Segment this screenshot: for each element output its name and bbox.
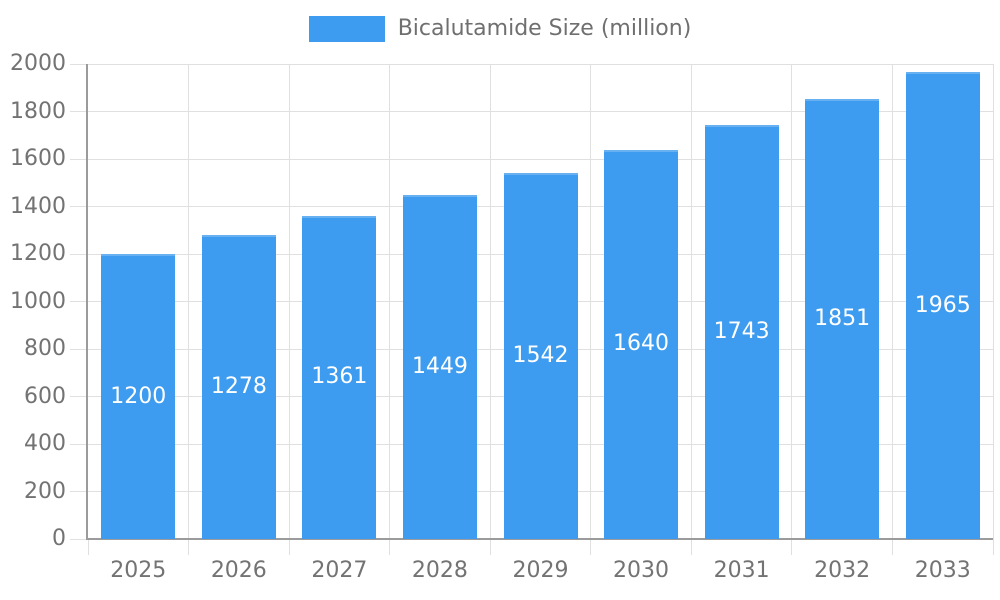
gridline-v-7: [791, 64, 793, 539]
bar-2029[interactable]: 1542: [503, 172, 578, 539]
gridline-h-1800: [88, 111, 993, 112]
x-tick-3: [389, 539, 391, 555]
y-tick-1200: [70, 253, 88, 255]
x-tick-1: [188, 539, 190, 555]
y-tick-label-1400: 1400: [10, 193, 66, 219]
bar-2025[interactable]: 1200: [101, 254, 176, 539]
bar-value-label-2031: 1743: [713, 319, 770, 344]
bar-2030[interactable]: 1640: [604, 149, 679, 539]
bar-value-label-2030: 1640: [613, 331, 670, 357]
bar-value-label-2026: 1278: [210, 374, 267, 400]
legend-label: Bicalutamide Size (million): [397, 16, 692, 41]
y-tick-label-600: 600: [24, 383, 66, 409]
x-axis-label-2032: 2032: [814, 558, 871, 583]
x-axis-label-2029: 2029: [512, 558, 569, 583]
y-tick-label-2000: 2000: [10, 51, 66, 76]
y-tick-800: [70, 348, 88, 350]
x-axis-label-2026: 2026: [210, 558, 267, 583]
y-tick-600: [70, 396, 88, 397]
y-axis-line: [86, 64, 88, 539]
gridline-v-3: [389, 64, 391, 539]
bar-2032[interactable]: 1851: [805, 99, 880, 539]
x-tick-4: [489, 539, 491, 555]
y-tick-label-1800: 1800: [10, 98, 66, 124]
y-tick-label-1000: 1000: [10, 288, 66, 314]
gridline-v-1: [188, 64, 190, 539]
y-tick-label-400: 400: [24, 431, 66, 456]
x-axis-label-2027: 2027: [311, 558, 368, 583]
y-tick-400: [70, 443, 88, 445]
x-axis-label-2025: 2025: [110, 558, 167, 583]
x-axis-label-2033: 2033: [914, 558, 971, 583]
x-axis-line: [86, 538, 993, 540]
bar-2028[interactable]: 1449: [402, 194, 477, 539]
x-tick-7: [791, 539, 793, 555]
x-axis-label-2031: 2031: [713, 558, 770, 583]
x-tick-8: [891, 539, 893, 555]
x-tick-5: [590, 539, 592, 555]
y-tick-1800: [70, 111, 88, 112]
bar-value-label-2029: 1542: [512, 342, 569, 368]
y-tick-200: [70, 491, 88, 492]
bar-value-label-2025: 1200: [110, 383, 167, 409]
gridline-h-2000: [88, 63, 993, 65]
y-tick-1600: [70, 158, 88, 160]
y-tick-1000: [70, 301, 88, 302]
gridline-v-8: [891, 64, 893, 539]
bar-value-label-2033: 1965: [914, 292, 971, 318]
legend[interactable]: Bicalutamide Size (million): [0, 16, 1000, 42]
gridline-v-5: [590, 64, 592, 539]
y-tick-label-200: 200: [24, 478, 66, 504]
x-axis-label-2030: 2030: [613, 558, 670, 583]
y-tick-label-800: 800: [24, 336, 66, 361]
y-tick-label-1200: 1200: [10, 241, 66, 266]
bar-value-label-2028: 1449: [411, 353, 468, 379]
x-tick-9: [992, 539, 994, 555]
gridline-h-1600: [88, 158, 993, 160]
x-tick-2: [288, 539, 290, 555]
y-tick-2000: [70, 63, 88, 65]
x-tick-0: [87, 539, 89, 555]
x-axis-label-2028: 2028: [411, 558, 468, 583]
gridline-v-2: [288, 64, 290, 539]
gridline-v-4: [489, 64, 491, 539]
gridline-v-6: [690, 64, 692, 539]
bar-value-label-2027: 1361: [311, 364, 368, 390]
x-tick-6: [690, 539, 692, 555]
y-tick-0: [70, 538, 88, 540]
bar-2027[interactable]: 1361: [302, 215, 377, 539]
bar-2031[interactable]: 1743: [704, 125, 779, 539]
bar-2033[interactable]: 1965: [905, 72, 980, 539]
bar-2026[interactable]: 1278: [201, 235, 276, 539]
y-tick-label-0: 0: [52, 526, 66, 551]
gridline-v-9: [992, 64, 994, 539]
y-tick-1400: [70, 206, 88, 207]
legend-swatch: [308, 16, 385, 42]
y-tick-label-1600: 1600: [10, 146, 66, 171]
bar-value-label-2032: 1851: [814, 306, 871, 332]
